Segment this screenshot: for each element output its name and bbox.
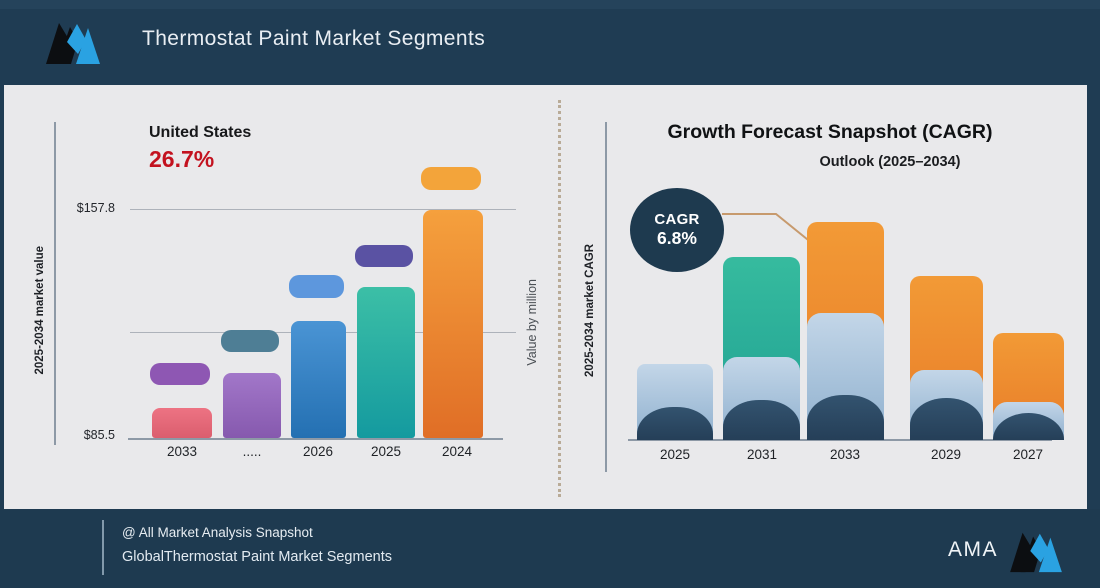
- x-tick-2029: 2029: [930, 447, 962, 462]
- y-tick-85: $85.5: [83, 428, 115, 442]
- bar-cap-.....: [221, 330, 279, 352]
- page-title: Thermostat Paint Market Segments: [142, 27, 486, 50]
- header-top-edge: [0, 0, 1100, 9]
- x-tick-2033: 2033: [166, 444, 198, 459]
- right-y-axis-line: [605, 122, 607, 472]
- bar-cap-2026: [289, 275, 344, 298]
- segment-navy-2031: [723, 400, 800, 440]
- gridline-157: [130, 209, 516, 210]
- header: [0, 0, 1100, 85]
- x-tick-.....: .....: [242, 444, 262, 459]
- cagr-badge-label: CAGR: [654, 211, 700, 228]
- right-chart-title: Growth Forecast Snapshot (CAGR): [667, 121, 993, 143]
- bar-2033: [152, 408, 212, 438]
- x-tick-2031: 2031: [746, 447, 778, 462]
- region-label: United States: [149, 124, 252, 141]
- bar-cap-2024: [421, 167, 481, 190]
- x-tick-2027: 2027: [1012, 447, 1044, 462]
- x-tick-2033: 2033: [829, 447, 861, 462]
- x-tick-2025: 2025: [659, 447, 691, 462]
- footer-caption: GlobalThermostat Paint Market Segments: [122, 549, 392, 565]
- y-tick-157: $157.8: [76, 201, 115, 215]
- footer-ama-logo-icon: [1010, 532, 1062, 573]
- right-chart-subtitle: Outlook (2025–2034): [819, 154, 961, 170]
- x-tick-2024: 2024: [441, 444, 473, 459]
- x-tick-2025: 2025: [370, 444, 402, 459]
- bar-cap-2033: [150, 363, 210, 385]
- bar-.....: [223, 373, 281, 438]
- footer: [0, 509, 1100, 588]
- left-x-axis-line: [128, 438, 503, 440]
- ama-logo-icon: [46, 23, 100, 64]
- cagr-badge: CAGR 6.8%: [630, 188, 724, 272]
- segment-navy-2029: [910, 398, 983, 440]
- bar-2025: [357, 287, 415, 438]
- cagr-badge-value: 6.8%: [657, 228, 697, 248]
- footer-brand-text: AMA: [948, 538, 999, 561]
- footer-divider-line: [102, 520, 104, 575]
- segment-navy-2033: [807, 395, 884, 440]
- left-y-axis-line: [54, 122, 56, 445]
- bar-cap-2025: [355, 245, 413, 267]
- bar-2026: [291, 321, 346, 438]
- panel-divider: [558, 100, 561, 497]
- left-right-axis-label: Value by million: [525, 279, 539, 366]
- badge-connector-line: [722, 213, 819, 249]
- bar-2024: [423, 210, 483, 438]
- right-y-axis-label: 2025-2034 market CAGR: [584, 243, 596, 377]
- footer-credit: @ All Market Analysis Snapshot: [122, 525, 313, 540]
- x-tick-2026: 2026: [302, 444, 334, 459]
- highlight-percentage: 26.7%: [149, 146, 215, 172]
- segment-navy-2025: [637, 407, 713, 440]
- left-y-axis-label: 2025-2034 market value: [34, 245, 46, 375]
